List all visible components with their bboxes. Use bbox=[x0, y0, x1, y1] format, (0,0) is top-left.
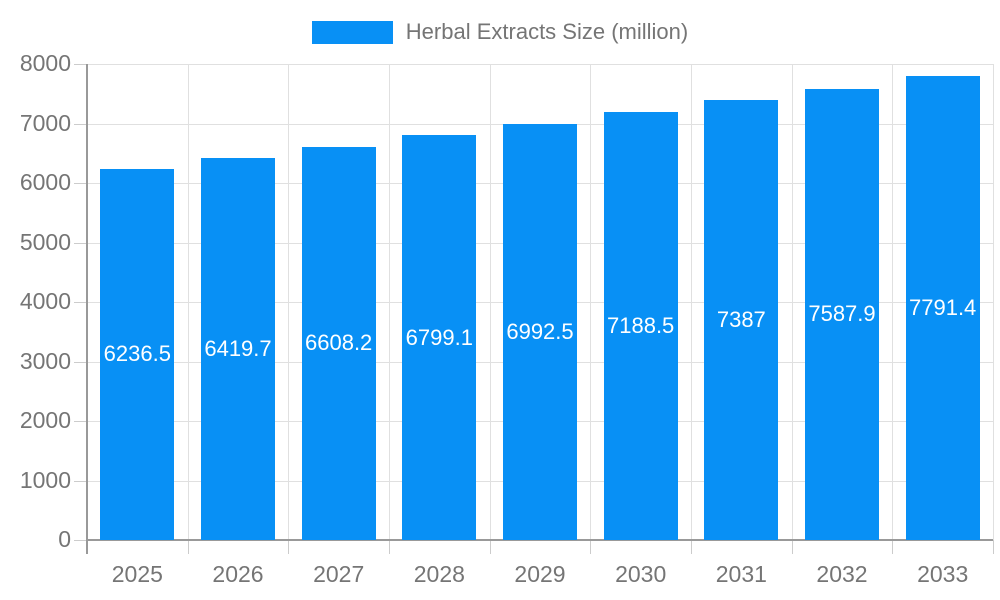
v-gridline bbox=[892, 64, 894, 540]
legend-swatch[interactable] bbox=[311, 20, 393, 44]
bar-value-label: 6419.7 bbox=[204, 336, 272, 361]
y-axis-tick-label: 7000 bbox=[19, 109, 71, 136]
y-axis-tick-label: 8000 bbox=[19, 49, 71, 76]
bar-value-label: 6799.1 bbox=[405, 324, 473, 350]
y-axis-tick-label: 5000 bbox=[19, 228, 71, 255]
x-axis-tick-label: 2030 bbox=[615, 561, 667, 587]
x-axis-tick-label: 2032 bbox=[816, 561, 868, 587]
x-axis-tick-label: 2029 bbox=[514, 561, 566, 587]
bar-2031[interactable] bbox=[704, 100, 779, 540]
bar-value-label: 7387 bbox=[716, 307, 766, 333]
legend: Herbal Extracts Size (million) bbox=[0, 19, 1000, 45]
bar-value-label: 7791.4 bbox=[909, 295, 977, 321]
y-axis-tick-label: 3000 bbox=[19, 347, 71, 374]
bar-2032[interactable] bbox=[805, 88, 879, 540]
bar-value-label: 7587.9 bbox=[808, 301, 876, 327]
bar-2025[interactable] bbox=[100, 168, 175, 540]
bar-value-label: 6236.5 bbox=[103, 341, 171, 367]
bar-value-label: 7188.5 bbox=[607, 313, 675, 339]
y-tick bbox=[74, 540, 87, 541]
bar-2030[interactable] bbox=[603, 112, 678, 540]
x-tick bbox=[389, 540, 390, 554]
x-tick bbox=[791, 540, 793, 554]
v-gridline bbox=[489, 64, 491, 540]
x-axis-tick-label: 2028 bbox=[413, 561, 465, 587]
x-axis-tick-label: 2031 bbox=[715, 561, 767, 587]
x-axis-tick-label: 2027 bbox=[313, 561, 365, 587]
y-tick bbox=[74, 421, 87, 422]
v-gridline bbox=[288, 64, 290, 540]
bar-2033[interactable] bbox=[905, 76, 980, 540]
x-tick bbox=[892, 540, 894, 554]
y-tick bbox=[74, 302, 87, 303]
v-gridline bbox=[691, 64, 692, 540]
v-gridline bbox=[590, 64, 592, 540]
y-axis-tick-label: 4000 bbox=[19, 287, 71, 314]
x-axis-line bbox=[87, 539, 993, 541]
v-gridline bbox=[791, 64, 793, 540]
x-axis-tick-label: 2033 bbox=[917, 561, 969, 587]
x-axis-tick-label: 2026 bbox=[212, 561, 264, 587]
y-axis-tick-label: 6000 bbox=[19, 168, 71, 195]
bar-value-label: 6992.5 bbox=[506, 318, 574, 344]
y-axis-tick-label: 0 bbox=[58, 525, 71, 552]
x-tick bbox=[489, 540, 491, 554]
y-tick bbox=[74, 361, 87, 363]
bar-2029[interactable] bbox=[503, 123, 577, 540]
x-tick bbox=[288, 540, 290, 554]
y-tick bbox=[74, 242, 87, 244]
x-tick bbox=[993, 540, 994, 554]
bar-value-label: 6608.2 bbox=[305, 330, 373, 356]
y-axis-line bbox=[86, 64, 88, 554]
y-axis-tick-label: 2000 bbox=[19, 406, 71, 433]
x-tick bbox=[187, 540, 189, 554]
y-tick bbox=[74, 480, 87, 482]
y-axis-tick-label: 1000 bbox=[19, 466, 71, 493]
bar-2028[interactable] bbox=[402, 135, 477, 540]
h-gridline bbox=[87, 64, 993, 65]
v-gridline bbox=[993, 64, 994, 540]
v-gridline bbox=[187, 64, 189, 540]
bar-2027[interactable] bbox=[301, 146, 376, 540]
legend-label[interactable]: Herbal Extracts Size (million) bbox=[405, 19, 689, 44]
v-gridline bbox=[389, 64, 390, 540]
y-tick bbox=[74, 123, 87, 125]
x-tick bbox=[590, 540, 592, 554]
bar-2026[interactable] bbox=[201, 158, 275, 540]
x-axis-tick-label: 2025 bbox=[111, 561, 163, 587]
y-tick bbox=[74, 183, 87, 184]
y-tick bbox=[74, 64, 87, 65]
x-tick bbox=[691, 540, 692, 554]
